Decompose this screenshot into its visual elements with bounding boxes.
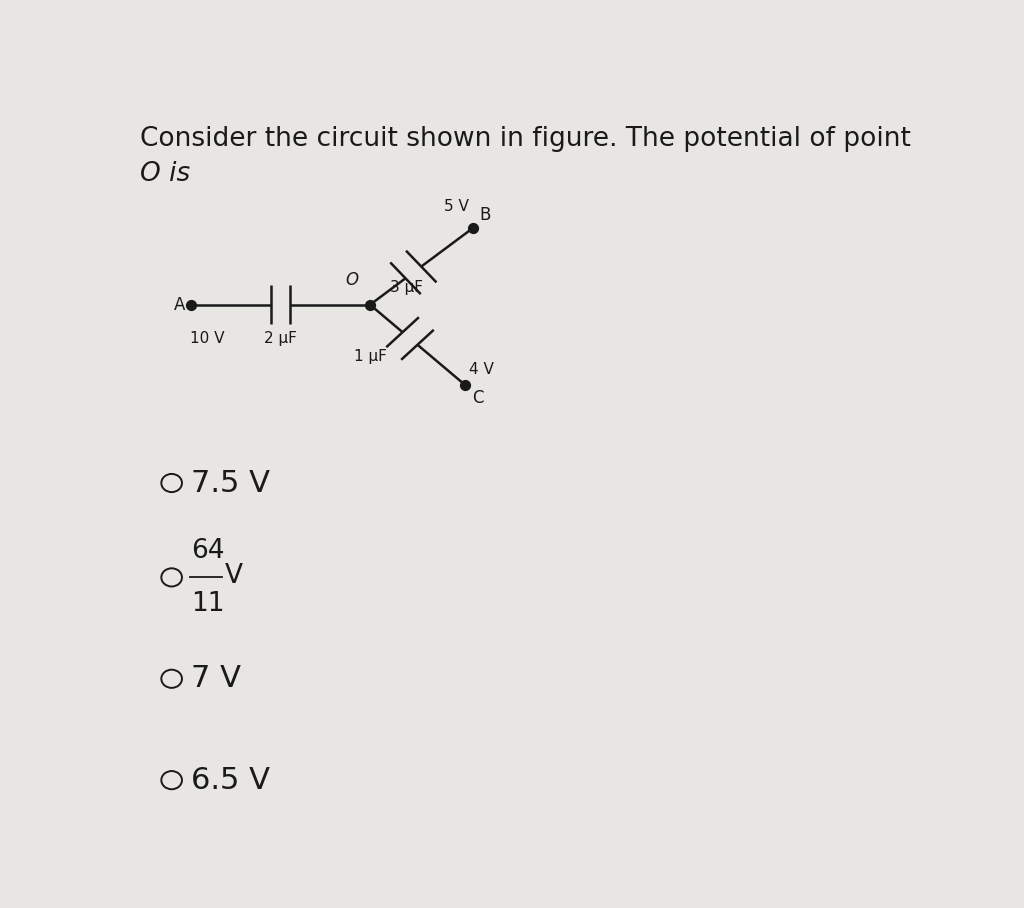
Text: Consider the circuit shown in figure. The potential of point: Consider the circuit shown in figure. Th…: [140, 126, 910, 153]
Text: 7.5 V: 7.5 V: [191, 469, 270, 498]
Text: O is: O is: [140, 162, 190, 187]
Text: 5 V: 5 V: [444, 199, 469, 214]
Text: V: V: [225, 563, 243, 589]
Text: 11: 11: [191, 591, 225, 617]
Point: [183, 298, 200, 312]
Text: 1 μF: 1 μF: [354, 349, 387, 364]
Text: 4 V: 4 V: [469, 361, 495, 377]
Text: B: B: [479, 206, 490, 224]
Point: [361, 298, 378, 312]
Text: 3 μF: 3 μF: [390, 280, 423, 295]
Text: 10 V: 10 V: [189, 331, 224, 346]
Text: 64: 64: [191, 538, 225, 564]
Text: 7 V: 7 V: [191, 665, 242, 694]
Text: C: C: [472, 389, 483, 407]
Point: [465, 221, 481, 235]
Text: A: A: [174, 296, 185, 314]
Text: 6.5 V: 6.5 V: [191, 765, 270, 794]
Text: O: O: [345, 271, 358, 290]
Point: [457, 378, 473, 392]
Text: 2 μF: 2 μF: [264, 331, 297, 346]
